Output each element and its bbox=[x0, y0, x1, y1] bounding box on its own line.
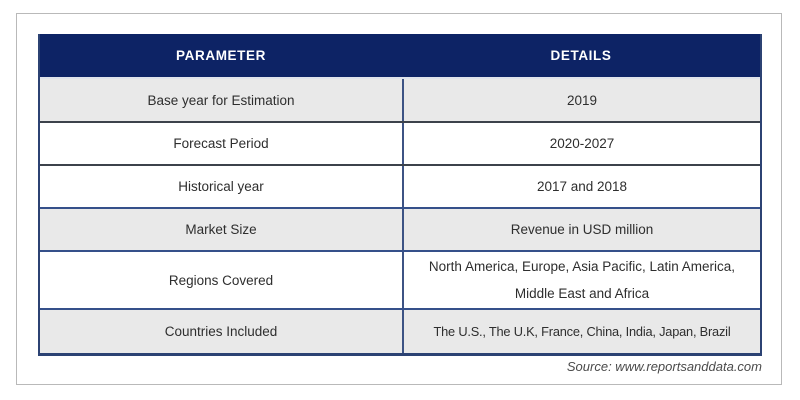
parameter-cell: Base year for Estimation bbox=[147, 92, 295, 108]
column-header-parameter: PARAMETER bbox=[176, 48, 266, 63]
details-cell: Revenue in USD million bbox=[402, 209, 760, 250]
details-cell: 2019 bbox=[402, 79, 760, 121]
details-cell: North America, Europe, Asia Pacific, Lat… bbox=[402, 252, 760, 308]
table-row: Base year for Estimation 2019 bbox=[40, 79, 760, 123]
column-header-details: DETAILS bbox=[550, 48, 612, 63]
details-cell: 2017 and 2018 bbox=[402, 166, 760, 207]
parameter-cell: Countries Included bbox=[164, 324, 278, 339]
source-attribution: Source: www.reportsanddata.com bbox=[566, 359, 762, 374]
details-cell: The U.S., The U.K, France, China, India,… bbox=[402, 310, 760, 353]
table-row: Forecast Period 2020-2027 bbox=[40, 123, 760, 166]
parameter-cell: Forecast Period bbox=[173, 136, 269, 151]
parameters-table: PARAMETER DETAILS Base year for Estimati… bbox=[38, 34, 762, 356]
table-header-row: PARAMETER DETAILS bbox=[40, 34, 760, 79]
details-cell: 2020-2027 bbox=[402, 123, 760, 164]
parameter-cell: Historical year bbox=[178, 179, 264, 194]
table-row: Countries Included The U.S., The U.K, Fr… bbox=[40, 310, 760, 353]
table-row: Regions Covered North America, Europe, A… bbox=[40, 252, 760, 310]
table-row: Market Size Revenue in USD million bbox=[40, 209, 760, 252]
parameter-cell: Market Size bbox=[185, 222, 257, 237]
table-row: Historical year 2017 and 2018 bbox=[40, 166, 760, 209]
parameter-cell: Regions Covered bbox=[168, 272, 274, 288]
